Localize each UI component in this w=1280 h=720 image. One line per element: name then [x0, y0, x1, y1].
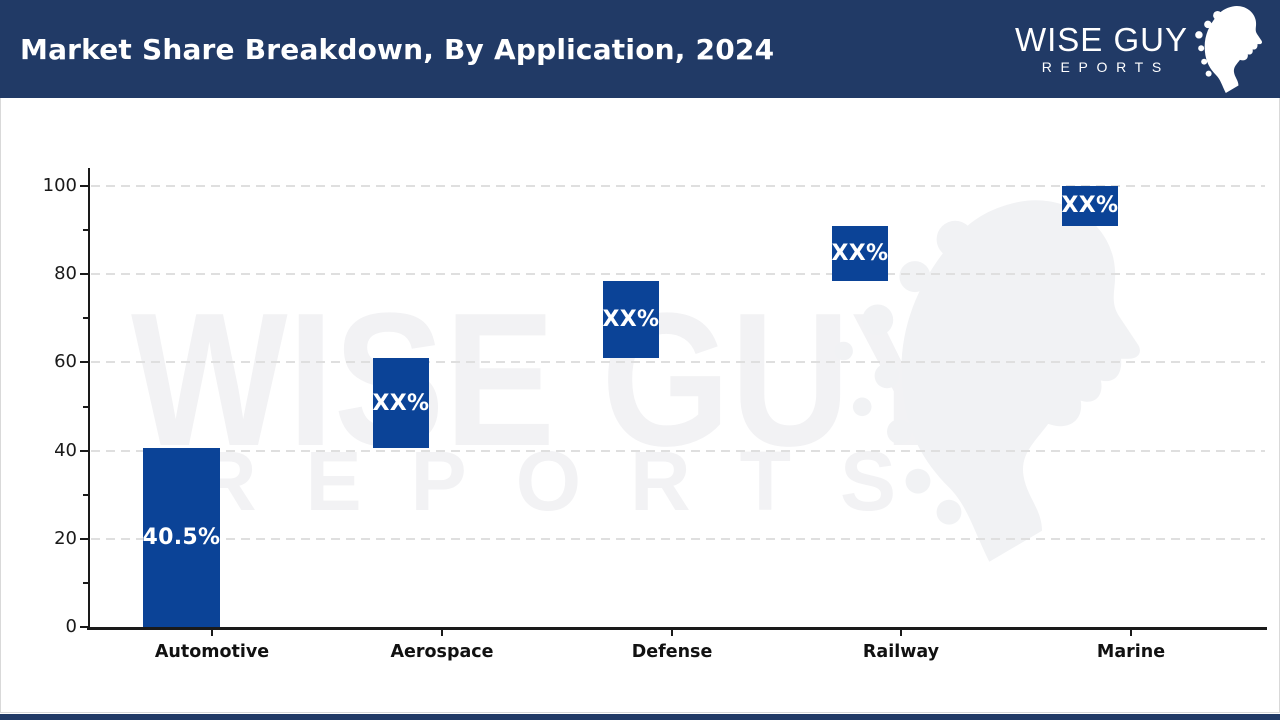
- bar-value-label: 40.5%: [142, 525, 221, 551]
- x-axis-label: Aerospace: [390, 642, 494, 662]
- y-tick-label: 40: [54, 439, 77, 461]
- watermark-line1: WISE GUY: [131, 274, 961, 486]
- x-tick-mark: [671, 629, 673, 636]
- logo-subtext: REPORTS: [1041, 59, 1170, 76]
- watermark-line2: REPORTS: [196, 434, 896, 528]
- y-tick-mark: [83, 229, 88, 232]
- bar-railway: XX%: [831, 225, 889, 281]
- y-tick-mark: [83, 581, 88, 584]
- header-bar: Market Share Breakdown, By Application, …: [0, 0, 1280, 98]
- y-tick-mark: [80, 185, 88, 187]
- bar-aerospace: XX%: [372, 357, 430, 449]
- x-tick-mark: [441, 629, 443, 636]
- bar-automotive: 40.5%: [142, 448, 221, 627]
- y-tick-label: 0: [65, 616, 77, 637]
- y-tick-mark: [80, 361, 88, 364]
- gridline: [91, 361, 1265, 364]
- y-tick-mark: [80, 626, 88, 628]
- y-tick-mark: [80, 537, 88, 540]
- y-tick-mark: [80, 273, 88, 276]
- gridline: [91, 273, 1265, 276]
- y-tick-label: 20: [54, 527, 77, 549]
- x-axis-spine: [87, 627, 1267, 630]
- wiseguy-logo: WISE GUY REPORTS: [1015, 5, 1270, 93]
- gridline: [91, 449, 1265, 452]
- logo-head-icon: [1195, 6, 1263, 93]
- page-title: Market Share Breakdown, By Application, …: [20, 32, 775, 66]
- gridline: [91, 185, 1265, 187]
- bar-defense: XX%: [602, 280, 660, 358]
- x-tick-mark: [1130, 629, 1132, 636]
- y-tick-mark: [83, 493, 88, 496]
- y-tick-label: 100: [42, 175, 77, 196]
- x-tick-mark: [211, 629, 213, 636]
- y-axis-spine: [88, 168, 90, 629]
- x-axis-label: Marine: [1096, 642, 1166, 662]
- logo-text: WISE GUY REPORTS: [1014, 20, 1188, 76]
- x-axis-label: Defense: [631, 642, 713, 662]
- y-tick-label: 60: [54, 351, 77, 373]
- bar-value-label: XX%: [1061, 193, 1119, 219]
- logo-wordmark: WISE GUY: [1014, 20, 1188, 58]
- x-axis-label: Automotive: [154, 642, 270, 662]
- footer-bar: [0, 714, 1280, 720]
- bar-value-label: XX%: [372, 390, 430, 416]
- plot-area: WISE GUY REPORTS 0 20 40 60 80 100 40.5% XX% XX…: [0, 98, 1280, 713]
- y-tick-mark: [80, 449, 88, 452]
- y-tick-label: 80: [54, 263, 77, 285]
- bar-value-label: XX%: [602, 306, 660, 332]
- x-tick-mark: [900, 629, 902, 636]
- y-tick-mark: [83, 405, 88, 408]
- y-tick-mark: [83, 317, 88, 320]
- bar-marine: XX%: [1061, 186, 1119, 226]
- gridline: [91, 537, 1265, 540]
- bar-value-label: XX%: [831, 240, 889, 266]
- x-axis-label: Railway: [862, 642, 940, 662]
